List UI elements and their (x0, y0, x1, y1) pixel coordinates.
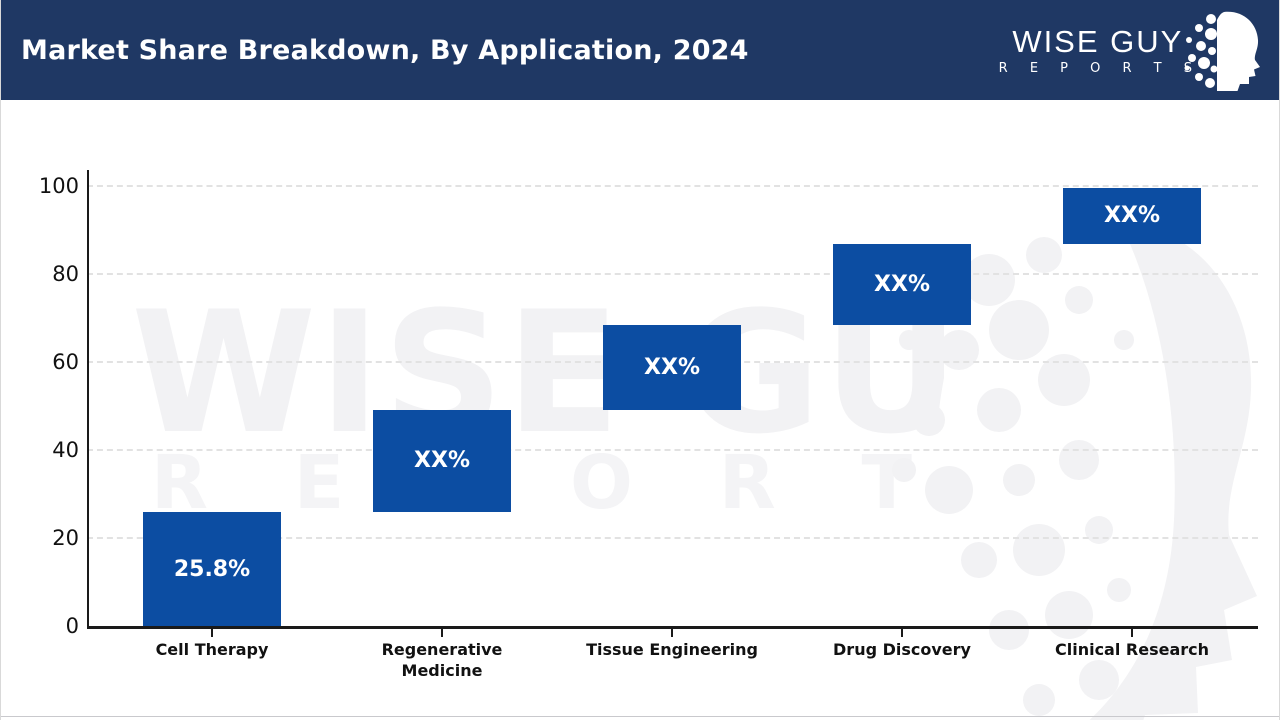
bar-value-label: XX% (644, 354, 700, 380)
y-axis-tick-label: 60 (52, 350, 79, 374)
header-bar: Market Share Breakdown, By Application, … (1, 0, 1279, 100)
x-axis-tick-mark (1131, 629, 1133, 637)
logo-reports-text: R E P O R T S (998, 60, 1201, 76)
bar-value-label: XX% (414, 448, 470, 474)
y-axis-tick-label: 0 (65, 614, 79, 638)
bar-segment: 25.8% (143, 512, 281, 626)
x-axis-tick-mark (441, 629, 443, 637)
x-axis-category-label: Regenerative Medicine (381, 640, 503, 680)
x-axis-category-label: Tissue Engineering (586, 640, 758, 659)
x-axis-category-label: Drug Discovery (833, 640, 971, 659)
bar-segment: XX% (1063, 187, 1201, 244)
y-axis-tick-label: 40 (52, 438, 79, 462)
bar-segment: XX% (373, 409, 511, 513)
y-axis-tick-label: 20 (52, 526, 79, 550)
bar-value-label: 25.8% (173, 556, 251, 582)
y-gridline (87, 537, 1258, 539)
x-axis-category-label: Clinical Research (1054, 640, 1210, 659)
face-profile-dots-icon (1184, 11, 1260, 91)
y-gridline (87, 449, 1258, 451)
wise-guy-reports-logo: WISE GUY R E P O R T S (995, 6, 1263, 94)
logo-wordmark: WISE GUY R E P O R T S (995, 26, 1201, 75)
y-axis-tick-label: 100 (38, 174, 79, 198)
bar-segment: XX% (833, 243, 971, 326)
bar-segment: XX% (603, 325, 741, 410)
x-axis-tick-mark (671, 629, 673, 637)
chart-title: Market Share Breakdown, By Application, … (21, 34, 749, 66)
x-axis-line (87, 626, 1258, 629)
x-axis-tick-mark (211, 629, 213, 637)
bar-value-label: XX% (874, 272, 930, 298)
x-axis-tick-mark (901, 629, 903, 637)
logo-wiseguy-text: WISE GUY (1012, 23, 1184, 59)
y-axis-tick-label: 80 (52, 262, 79, 286)
x-axis-category-label: Cell Therapy (155, 640, 269, 659)
y-gridline (87, 273, 1258, 275)
y-gridline (87, 185, 1258, 187)
y-axis-line (87, 170, 89, 629)
bar-value-label: XX% (1104, 203, 1160, 229)
bottom-border-line (1, 716, 1279, 717)
